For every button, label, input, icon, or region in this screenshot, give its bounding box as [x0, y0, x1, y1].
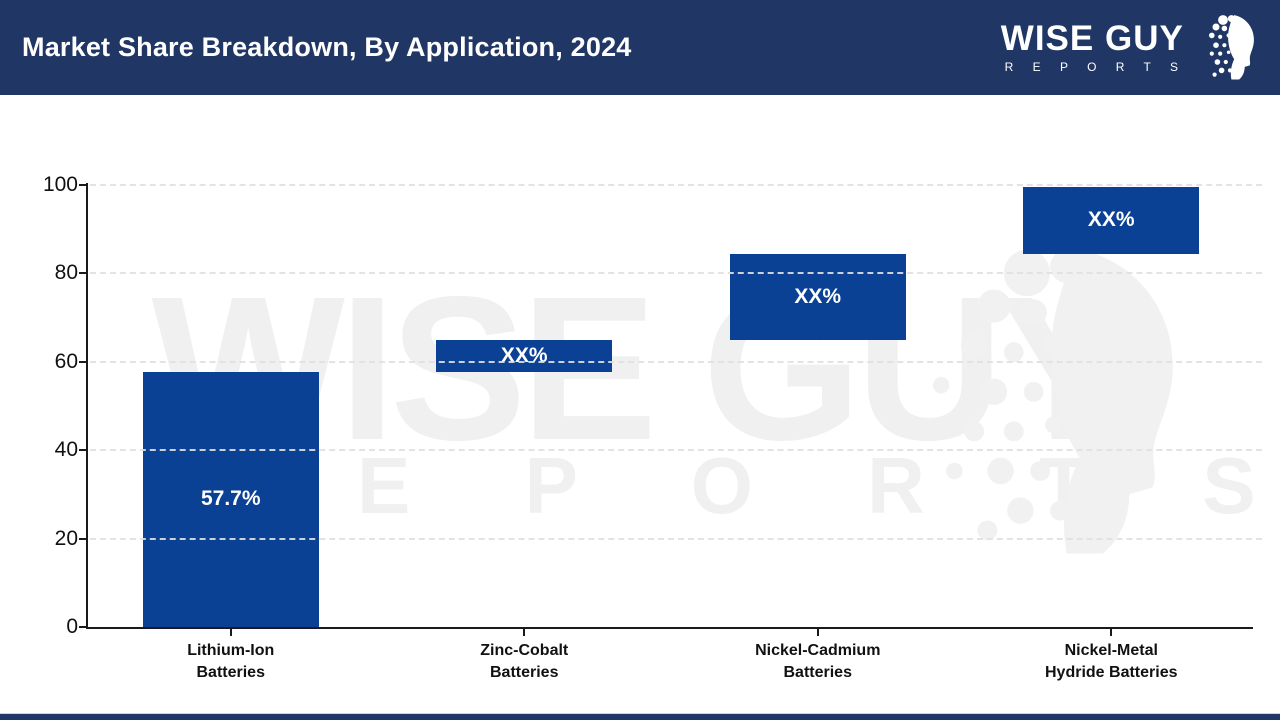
x-tick-mark	[523, 629, 526, 636]
brand-logo: WISE GUY R E P O R T S	[999, 9, 1258, 87]
y-tick-mark	[79, 626, 86, 628]
y-tick-label: 100	[42, 173, 78, 196]
y-tick-mark	[79, 360, 86, 363]
y-axis-line	[86, 183, 88, 629]
page-title: Market Share Breakdown, By Application, …	[22, 32, 632, 62]
gridline	[90, 272, 1262, 275]
y-tick-mark	[79, 272, 86, 275]
y-tick-mark	[79, 184, 86, 186]
bar-value-label: XX%	[1087, 208, 1135, 232]
bar: XX%	[729, 253, 906, 340]
footer-bar	[0, 713, 1280, 720]
x-tick-label: Lithium-Ion Batteries	[187, 642, 275, 681]
logo-head-icon	[1209, 14, 1254, 80]
bar: 57.7%	[142, 371, 319, 627]
bar: XX%	[436, 339, 613, 372]
brand-logo-text: WISE GUY R E P O R T S	[999, 21, 1186, 74]
x-tick-label: Nickel-Cadmium Batteries	[755, 642, 881, 681]
x-tick-mark	[229, 629, 232, 636]
gridline	[90, 537, 1262, 540]
bar-value-label: XX%	[794, 284, 842, 308]
bar-value-label: 57.7%	[200, 487, 261, 511]
x-tick-mark	[1110, 629, 1113, 636]
y-tick-label: 60	[54, 349, 78, 373]
logo-subtitle: R E P O R T S	[1004, 60, 1186, 74]
gridline	[90, 360, 1262, 363]
bar-value-label: XX%	[500, 343, 548, 367]
y-tick-label: 20	[54, 526, 78, 550]
y-tick-label: 40	[54, 438, 78, 462]
gridline	[90, 449, 1262, 452]
y-tick-mark	[79, 449, 86, 452]
y-tick-label: 0	[66, 615, 78, 638]
y-tick-label: 80	[54, 261, 78, 285]
bar: XX%	[1023, 187, 1200, 254]
x-tick-mark	[816, 629, 819, 636]
gridline	[90, 184, 1262, 186]
y-tick-mark	[79, 537, 86, 540]
x-axis-line	[86, 627, 1253, 629]
x-tick-label: Zinc-Cobalt Batteries	[480, 642, 569, 681]
header-bar: Market Share Breakdown, By Application, …	[0, 0, 1280, 95]
logo-wordmark: WISE GUY	[1000, 19, 1184, 58]
watermark-head-icon	[932, 249, 1173, 554]
x-tick-label: Nickel-Metal Hydride Batteries	[1045, 642, 1178, 681]
